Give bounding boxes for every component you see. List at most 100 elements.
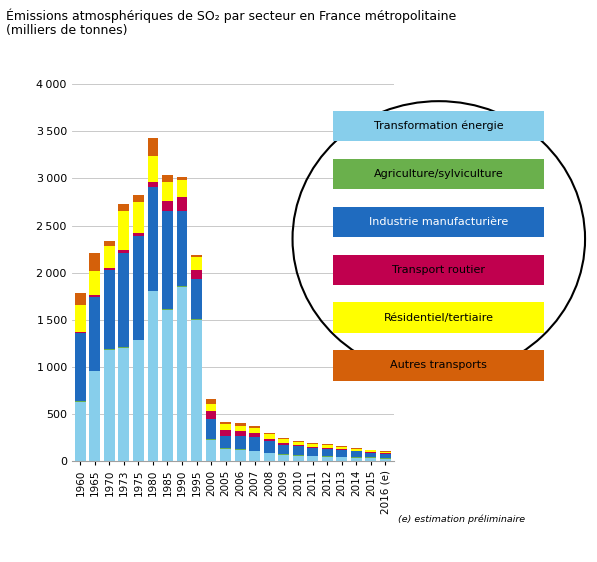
Bar xyxy=(307,448,318,456)
Bar xyxy=(191,257,202,270)
Bar xyxy=(133,194,144,202)
Bar xyxy=(249,433,260,437)
Bar xyxy=(336,449,347,450)
Bar xyxy=(191,320,202,461)
Bar xyxy=(307,447,318,448)
Bar xyxy=(365,452,376,453)
Bar xyxy=(205,399,217,404)
Bar xyxy=(220,448,231,461)
Text: Autres transports: Autres transports xyxy=(390,360,487,370)
Bar xyxy=(293,441,304,442)
Bar xyxy=(162,201,173,211)
Bar xyxy=(249,451,260,461)
Bar xyxy=(90,296,100,297)
Bar xyxy=(235,436,245,449)
Bar xyxy=(191,255,202,257)
Bar xyxy=(118,203,130,211)
Bar xyxy=(220,424,231,430)
Bar xyxy=(322,448,333,449)
Bar xyxy=(147,291,158,461)
Bar xyxy=(307,456,318,461)
Bar xyxy=(336,447,347,449)
Bar xyxy=(220,436,231,448)
Bar xyxy=(104,246,115,268)
Bar xyxy=(336,456,347,457)
Bar xyxy=(75,401,86,461)
Bar xyxy=(118,211,130,250)
Bar xyxy=(177,211,187,286)
Bar xyxy=(336,450,347,456)
Bar xyxy=(380,458,391,459)
Bar xyxy=(278,454,289,455)
Bar xyxy=(133,236,144,339)
Bar xyxy=(118,253,130,347)
Bar xyxy=(365,450,376,452)
Bar xyxy=(162,211,173,310)
Bar xyxy=(293,446,304,455)
Bar xyxy=(322,457,333,461)
Bar xyxy=(264,454,275,461)
Bar xyxy=(104,268,115,270)
Bar xyxy=(220,430,231,436)
Bar xyxy=(336,446,347,447)
Bar xyxy=(278,443,289,445)
Bar xyxy=(380,452,391,454)
Bar xyxy=(264,452,275,454)
Bar xyxy=(336,457,347,461)
Bar xyxy=(249,426,260,428)
Bar xyxy=(177,287,187,461)
Bar xyxy=(235,450,245,461)
Bar xyxy=(351,448,362,451)
Bar xyxy=(307,444,318,447)
Text: (e) estimation préliminaire: (e) estimation préliminaire xyxy=(398,514,525,524)
Bar xyxy=(365,458,376,461)
Text: Transport routier: Transport routier xyxy=(392,265,485,275)
Bar xyxy=(118,347,130,348)
Bar xyxy=(205,411,217,419)
Bar xyxy=(104,270,115,349)
Bar xyxy=(162,175,173,183)
Bar xyxy=(104,350,115,461)
Bar xyxy=(264,433,275,434)
Bar xyxy=(177,180,187,197)
Bar xyxy=(264,434,275,439)
Bar xyxy=(293,442,304,445)
Bar xyxy=(118,250,130,253)
Bar xyxy=(104,241,115,246)
Bar xyxy=(133,202,144,233)
Bar xyxy=(177,197,187,211)
Bar xyxy=(205,404,217,411)
Bar xyxy=(90,297,100,371)
Bar xyxy=(235,426,245,432)
Bar xyxy=(133,233,144,236)
Bar xyxy=(75,332,86,333)
Bar xyxy=(365,457,376,458)
Text: Agriculture/sylviculture: Agriculture/sylviculture xyxy=(374,169,504,179)
Bar xyxy=(278,455,289,461)
Text: Industrie manufacturière: Industrie manufacturière xyxy=(369,217,509,226)
Bar xyxy=(322,445,333,446)
Bar xyxy=(322,449,333,456)
Text: Émissions atmosphériques de SO₂ par secteur en France métropolitaine: Émissions atmosphériques de SO₂ par sect… xyxy=(6,8,456,23)
Bar xyxy=(351,457,362,461)
Bar xyxy=(205,419,217,439)
Bar xyxy=(351,451,362,457)
Bar xyxy=(133,341,144,461)
Bar xyxy=(293,445,304,446)
Bar xyxy=(147,138,158,156)
Bar xyxy=(380,454,391,458)
Bar xyxy=(307,443,318,444)
Bar xyxy=(133,339,144,341)
Bar xyxy=(191,270,202,279)
Bar xyxy=(264,441,275,452)
Bar xyxy=(162,183,173,201)
Bar xyxy=(147,187,158,291)
Bar xyxy=(104,349,115,350)
Bar xyxy=(147,182,158,187)
Bar xyxy=(177,286,187,287)
Bar xyxy=(249,437,260,451)
Bar xyxy=(147,156,158,182)
Bar xyxy=(75,293,86,305)
Bar xyxy=(235,432,245,436)
Bar xyxy=(380,451,391,452)
